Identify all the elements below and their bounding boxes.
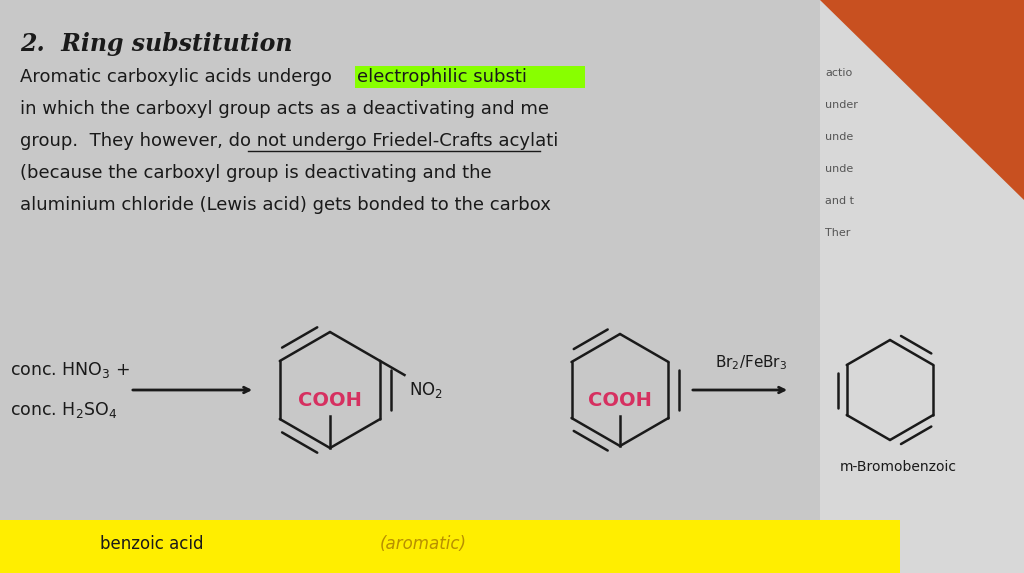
Text: (aromatic): (aromatic) [380, 535, 467, 553]
Text: unde: unde [825, 164, 853, 174]
Bar [820, 0, 1024, 573]
Text: conc. H$_2$SO$_4$: conc. H$_2$SO$_4$ [10, 400, 117, 420]
Polygon shape [820, 0, 1024, 200]
Text: Ther: Ther [825, 228, 850, 238]
Text: (because the carboxyl group is deactivating and the: (because the carboxyl group is deactivat… [20, 164, 492, 182]
Text: unde: unde [825, 132, 853, 142]
Text: conc. HNO$_3$ +: conc. HNO$_3$ + [10, 360, 130, 380]
Text: in which the carboxyl group acts as a deactivating and me: in which the carboxyl group acts as a de… [20, 100, 549, 118]
Text: COOH: COOH [588, 391, 652, 410]
Text: electrophilic substi: electrophilic substi [357, 68, 527, 86]
Text: NO$_2$: NO$_2$ [410, 380, 443, 400]
Text: group.  They however, do not undergo Friedel-Crafts acylati: group. They however, do not undergo Frie… [20, 132, 558, 150]
Text: benzoic acid: benzoic acid [100, 535, 204, 553]
Text: 2.  Ring substitution: 2. Ring substitution [20, 32, 293, 56]
Text: under: under [825, 100, 858, 110]
Text: COOH: COOH [298, 391, 361, 410]
Bar [355, 66, 585, 88]
Text: actio: actio [825, 68, 852, 78]
Text: and t: and t [825, 196, 854, 206]
Text: Br$_2$/FeBr$_3$: Br$_2$/FeBr$_3$ [715, 354, 787, 372]
Bar [0, 520, 900, 573]
Text: aluminium chloride (Lewis acid) gets bonded to the carbox: aluminium chloride (Lewis acid) gets bon… [20, 196, 551, 214]
Text: Aromatic carboxylic acids undergo: Aromatic carboxylic acids undergo [20, 68, 338, 86]
Text: m-Bromobenzoic: m-Bromobenzoic [840, 460, 957, 474]
